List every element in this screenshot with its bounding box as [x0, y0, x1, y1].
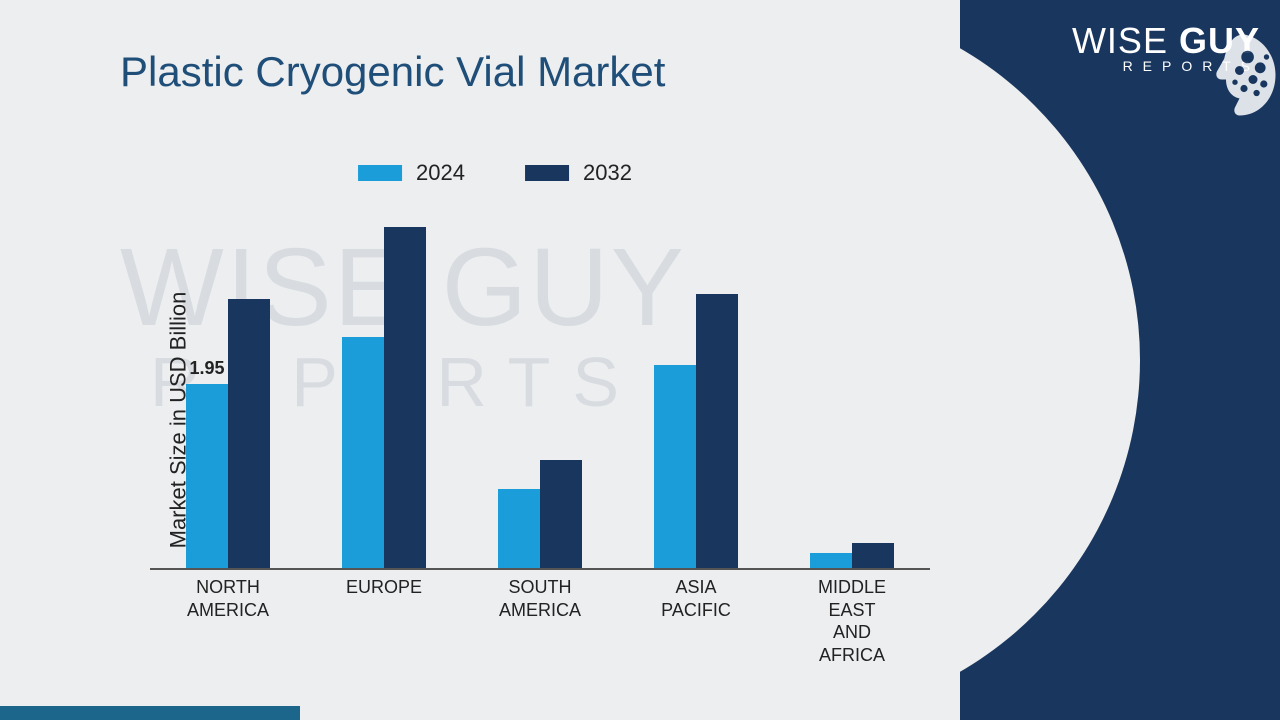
brain-head-icon: [1190, 30, 1280, 120]
bar-group: [636, 208, 756, 570]
bar-2032: [384, 227, 426, 570]
bar-group: [792, 208, 912, 570]
bar-group: 1.95: [168, 208, 288, 570]
legend-label-2032: 2032: [583, 160, 632, 186]
bar-value-label: 1.95: [189, 358, 224, 379]
legend-item-2032: 2032: [525, 160, 632, 186]
bar-2032: [228, 299, 270, 571]
bar-2032: [852, 543, 894, 570]
bar-2024: 1.95: [186, 384, 228, 570]
x-tick-label: SOUTHAMERICA: [480, 570, 600, 680]
brand-name-1: WISE: [1072, 20, 1168, 61]
page-root: WISE GUY REPORTS WISE GUY REPORTS Plasti…: [0, 0, 1280, 720]
legend-label-2024: 2024: [416, 160, 465, 186]
x-tick-label: ASIAPACIFIC: [636, 570, 756, 680]
bar-2032: [696, 294, 738, 570]
bar-2024: [654, 365, 696, 570]
bar-group: [324, 208, 444, 570]
x-tick-label: MIDDLEEASTANDAFRICA: [792, 570, 912, 680]
bar-2032: [540, 460, 582, 570]
bar-2024: [498, 489, 540, 570]
plot-area: 1.95: [150, 208, 930, 570]
legend: 2024 2032: [358, 160, 632, 186]
legend-item-2024: 2024: [358, 160, 465, 186]
bar-group: [480, 208, 600, 570]
bar-groups: 1.95: [150, 208, 930, 570]
legend-swatch-2024: [358, 165, 402, 181]
bottom-accent-bar: [0, 706, 300, 720]
chart: Market Size in USD Billion 2024 2032 1.9…: [60, 160, 930, 680]
x-tick-label: NORTHAMERICA: [168, 570, 288, 680]
bar-2024: [342, 337, 384, 570]
brand-logo: WISE GUY REPORTS: [1072, 20, 1260, 74]
legend-swatch-2032: [525, 165, 569, 181]
page-title: Plastic Cryogenic Vial Market: [120, 48, 665, 96]
x-tick-label: EUROPE: [324, 570, 444, 680]
x-axis-labels: NORTHAMERICA EUROPE SOUTHAMERICA ASIAPACIFI…: [150, 570, 930, 680]
